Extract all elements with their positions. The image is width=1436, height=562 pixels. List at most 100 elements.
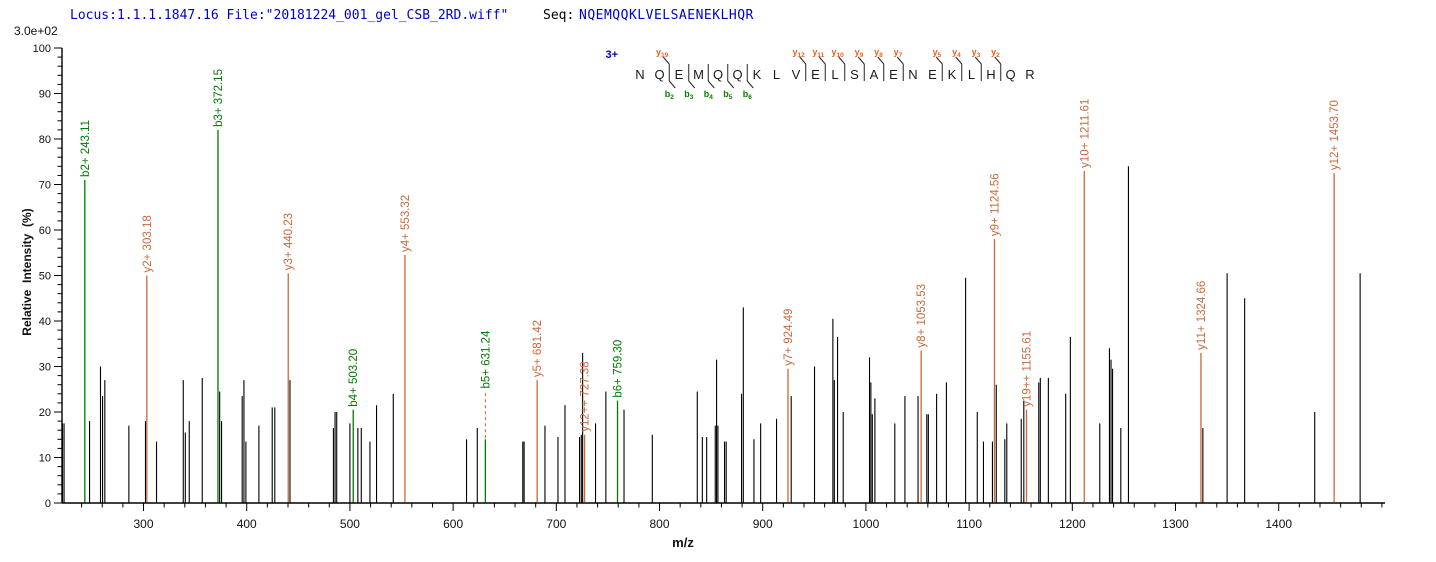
x-tick-label: 1100 — [956, 517, 982, 531]
y-ion-label-y7: y7 — [894, 47, 903, 59]
x-tick-label: 1200 — [1059, 517, 1086, 531]
residue-letter: K — [948, 67, 957, 82]
sequence-label: Seq: — [543, 8, 575, 23]
peak-label-y10: y10+ 1211.61 — [1079, 99, 1091, 168]
b-ion-label-b6: b6 — [743, 89, 753, 100]
residue-letter: R — [1025, 67, 1034, 82]
peak-label-b6: b6+ 759.30 — [613, 340, 625, 398]
x-tick-label: 300 — [134, 517, 154, 531]
x-tick-label: 800 — [650, 517, 670, 531]
y-ion-cut-tick — [838, 56, 846, 65]
residue-letter: Q — [654, 67, 664, 82]
y-ion-cut-tick — [818, 56, 826, 65]
y-ion-cut-tick — [857, 56, 865, 65]
precursor-charge-label: 3+ — [605, 49, 618, 61]
y-ion-label-y11: y11 — [812, 47, 824, 59]
x-tick-label: 1300 — [1162, 517, 1189, 531]
x-tick-label: 700 — [546, 517, 566, 531]
x-tick-label: 600 — [443, 517, 463, 531]
residue-letter: L — [831, 67, 838, 82]
y-ion-cut-tick — [877, 56, 885, 65]
x-tick-label: 1400 — [1265, 517, 1292, 531]
y-ion-cut-tick — [974, 56, 982, 65]
b-ion-cut-tick — [668, 80, 676, 89]
y-tick-label: 100 — [33, 43, 51, 55]
peak-label-y4: y4+ 553.32 — [400, 195, 412, 252]
peak-label-y2: y2+ 303.18 — [142, 215, 154, 272]
y-tick-label: 70 — [39, 180, 51, 192]
residue-letter: E — [811, 67, 820, 82]
peak-label-y19: y19++ 1155.61 — [1022, 331, 1034, 407]
y-ion-cut-tick — [896, 56, 904, 65]
peak-label-y12: y12+ 1453.70 — [1329, 100, 1341, 170]
b-ion-cut-tick — [746, 80, 754, 89]
x-tick-label: 400 — [237, 517, 257, 531]
x-axis-title: m/z — [672, 535, 694, 550]
residue-letter: A — [870, 67, 879, 82]
peak-label-y9: y9+ 1124.56 — [989, 173, 1001, 236]
residue-letter: V — [792, 67, 801, 82]
peak-label-b2: b2+ 243.11 — [80, 120, 92, 177]
b-ion-label-b3: b3 — [684, 89, 694, 100]
y-tick-label: 20 — [39, 407, 51, 419]
residue-letter: Q — [1005, 67, 1015, 82]
y-tick-label: 60 — [39, 225, 51, 237]
y-ion-label-y12: y12 — [793, 47, 806, 59]
residue-letter: M — [693, 67, 704, 82]
residue-letter: S — [850, 67, 859, 82]
y-tick-label: 0 — [45, 498, 51, 510]
residue-letter: Q — [732, 67, 742, 82]
peak-label-b3: b3+ 372.15 — [213, 69, 225, 127]
peak-label-y8: y8+ 1053.53 — [916, 284, 928, 348]
x-tick-label: 1000 — [853, 517, 880, 531]
y-ion-label-y4: y4 — [952, 47, 961, 59]
y-ion-label-y10: y10 — [832, 47, 845, 59]
peak-label-y5: y5+ 681.42 — [532, 320, 544, 377]
sequence-value: NQEMQQKLVELSAENEKLHQR — [579, 8, 754, 23]
y-tick-label: 50 — [39, 271, 51, 283]
residue-letter: E — [928, 67, 937, 82]
x-tick-label: 900 — [753, 517, 773, 531]
intensity-scale-note: 3.0e+02 — [14, 24, 58, 38]
y-tick-label: 80 — [39, 134, 51, 146]
peak-label-y12: y12++ 727.38 — [580, 361, 592, 431]
peak-label-b4: b4+ 503.20 — [348, 349, 360, 407]
peak-label-b5: b5+ 631.24 — [480, 330, 492, 388]
y-ion-label-y5: y5 — [933, 47, 942, 59]
residue-letter: E — [889, 67, 898, 82]
residue-letter: K — [753, 67, 762, 82]
b-ion-cut-tick — [688, 80, 696, 89]
y-ion-label-y9: y9 — [855, 47, 864, 59]
locus-file-text: Locus:1.1.1.1847.16 File:"20181224_001_g… — [70, 8, 509, 23]
residue-letter: E — [675, 67, 684, 82]
residue-letter: L — [773, 67, 780, 82]
y-tick-label: 90 — [39, 89, 51, 101]
peak-label-y11: y11+ 1324.66 — [1196, 281, 1208, 350]
y-ion-cut-tick — [994, 56, 1002, 65]
b-ion-label-b5: b5 — [723, 89, 733, 100]
y-ion-label-y2: y2 — [991, 47, 1000, 59]
residue-letter: N — [635, 67, 644, 82]
y-ion-label-y3: y3 — [972, 47, 981, 59]
y-tick-label: 40 — [39, 316, 51, 328]
residue-letter: N — [908, 67, 917, 82]
y-ion-cut-tick — [955, 56, 963, 65]
peak-label-y3: y3+ 440.23 — [283, 213, 295, 270]
y-ion-cut-tick — [935, 56, 943, 65]
y-ion-label-y8: y8 — [874, 47, 883, 59]
b-ion-cut-tick — [707, 80, 715, 89]
y-ion-cut-tick — [662, 56, 670, 65]
b-ion-label-b2: b2 — [665, 89, 675, 100]
residue-letter: H — [986, 67, 995, 82]
peak-label-y7: y7+ 924.49 — [783, 309, 795, 366]
y-ion-cut-tick — [799, 56, 807, 65]
residue-letter: L — [968, 67, 975, 82]
y-tick-label: 30 — [39, 362, 51, 374]
y-tick-label: 10 — [39, 453, 51, 465]
b-ion-cut-tick — [727, 80, 735, 89]
x-tick-label: 500 — [340, 517, 360, 531]
y-ion-label-y19: y19 — [656, 47, 669, 59]
